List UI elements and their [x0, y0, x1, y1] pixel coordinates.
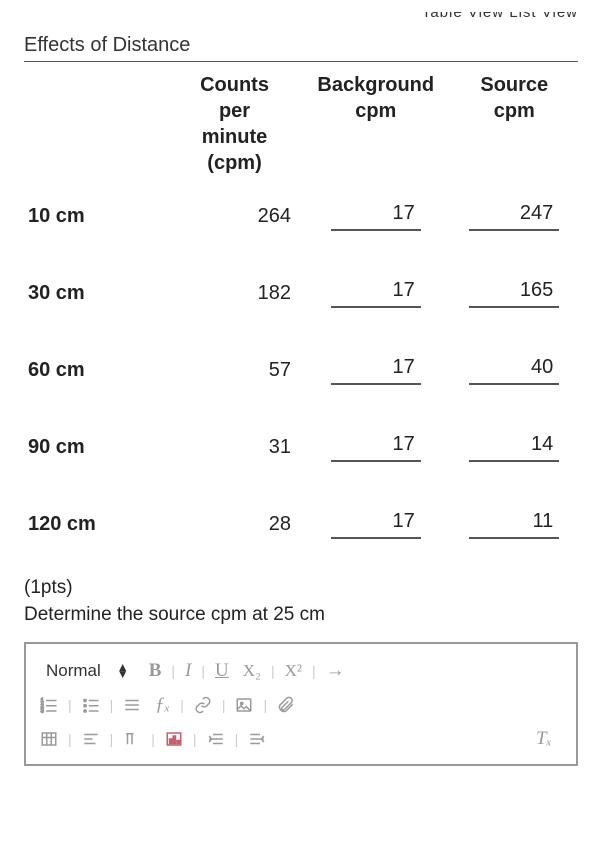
table-icon[interactable] — [40, 730, 58, 748]
arrow-right-icon[interactable]: → — [326, 660, 345, 682]
src-input[interactable]: 40 — [469, 356, 559, 385]
toolbar-sep: | — [180, 697, 184, 713]
data-table-body: 10 cm 264 17 247 30 cm 182 17 165 60 cm … — [24, 178, 578, 563]
toolbar-sep: | — [235, 731, 239, 747]
toolbar-sep: | — [312, 663, 316, 679]
table-row: 60 cm 57 17 40 — [24, 332, 578, 409]
subscript-button[interactable]: X₂ — [243, 661, 261, 681]
link-icon[interactable] — [194, 696, 212, 714]
src-input[interactable]: 14 — [469, 433, 559, 462]
bg-input[interactable]: 17 — [331, 433, 421, 462]
toolbar-sep: | — [151, 731, 155, 747]
section-title: Effects of Distance — [24, 34, 578, 57]
question-points: (1pts) — [24, 575, 578, 602]
data-table: Countsperminute(cpm) Backgroundcpm Sourc… — [24, 70, 578, 563]
toolbar-sep: | — [110, 697, 114, 713]
unordered-list-icon[interactable] — [82, 696, 100, 714]
row-label: 60 cm — [24, 332, 168, 409]
toolbar-sep: | — [68, 697, 72, 713]
src-input[interactable]: 165 — [469, 279, 559, 308]
cpm-cell: 264 — [168, 178, 301, 255]
bold-button[interactable]: B — [149, 660, 162, 682]
row-label: 90 cm — [24, 409, 168, 486]
superscript-button[interactable]: X² — [285, 661, 302, 681]
table-row: 120 cm 28 17 11 — [24, 486, 578, 563]
toolbar-sep: | — [110, 731, 114, 747]
image-icon[interactable] — [235, 696, 253, 714]
col-header-cpm: Countsperminute(cpm) — [200, 74, 269, 174]
rich-text-editor[interactable]: Normal ▲▼ B | I | U X₂ | X² | → 123 | | — [24, 642, 578, 766]
paragraph-style-label: Normal — [46, 661, 101, 681]
question-text: Determine the source cpm at 25 cm — [24, 602, 578, 629]
cpm-cell: 28 — [168, 486, 301, 563]
align-justify-icon[interactable] — [123, 696, 141, 714]
toolbar-sep: | — [263, 697, 267, 713]
table-row: 30 cm 182 17 165 — [24, 255, 578, 332]
bg-input[interactable]: 17 — [331, 510, 421, 539]
table-row: 90 cm 31 17 14 — [24, 409, 578, 486]
row-label: 120 cm — [24, 486, 168, 563]
src-input[interactable]: 11 — [469, 510, 559, 539]
indent-icon[interactable] — [207, 730, 225, 748]
select-arrows-icon: ▲▼ — [117, 664, 129, 678]
text-tool-icon[interactable] — [123, 730, 141, 748]
view-tabs-partial: Table View List View — [24, 12, 578, 28]
chart-icon[interactable] — [165, 730, 183, 748]
bg-input[interactable]: 17 — [331, 202, 421, 231]
bg-input[interactable]: 17 — [331, 279, 421, 308]
bg-input[interactable]: 17 — [331, 356, 421, 385]
ordered-list-icon[interactable]: 123 — [40, 696, 58, 714]
col-header-src: Sourcecpm — [480, 74, 548, 122]
cpm-cell: 31 — [168, 409, 301, 486]
svg-text:3: 3 — [41, 709, 44, 715]
table-row: 10 cm 264 17 247 — [24, 178, 578, 255]
formula-button[interactable]: ƒₓ — [155, 694, 170, 716]
italic-button[interactable]: I — [185, 660, 191, 682]
section-divider — [24, 61, 578, 62]
src-input[interactable]: 247 — [469, 202, 559, 231]
toolbar-sep: | — [271, 663, 275, 679]
outdent-icon[interactable] — [248, 730, 266, 748]
row-label: 10 cm — [24, 178, 168, 255]
cpm-cell: 182 — [168, 255, 301, 332]
col-header-bg: Backgroundcpm — [317, 74, 434, 122]
paragraph-style-select[interactable]: Normal ▲▼ — [40, 661, 135, 681]
attachment-icon[interactable] — [277, 696, 295, 714]
toolbar-sep: | — [201, 663, 205, 679]
cpm-cell: 57 — [168, 332, 301, 409]
toolbar-sep: | — [193, 731, 197, 747]
underline-button[interactable]: U — [215, 660, 229, 682]
align-left-icon[interactable] — [82, 730, 100, 748]
question-block: (1pts) Determine the source cpm at 25 cm — [24, 575, 578, 628]
toolbar-sep: | — [68, 731, 72, 747]
view-tabs-text: Table View List View — [422, 12, 578, 21]
row-label: 30 cm — [24, 255, 168, 332]
toolbar-sep: | — [171, 663, 175, 679]
clear-format-button[interactable]: Tₓ — [536, 728, 552, 750]
toolbar-sep: | — [222, 697, 226, 713]
